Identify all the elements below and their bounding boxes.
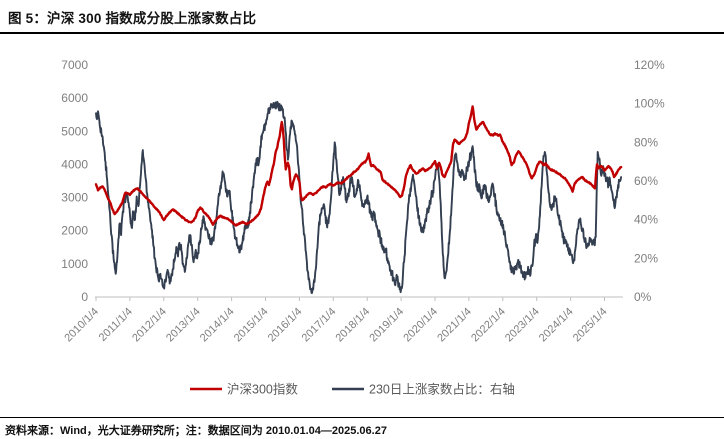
legend-label-ratio: 230日上涨家数占比：右轴 (369, 382, 515, 397)
x-axis-label: 2024/1/4 (537, 306, 576, 345)
chart-legend: 沪深300指数 230日上涨家数占比：右轴 (190, 382, 515, 397)
x-axis: 2010/1/42011/1/42012/1/42013/1/42014/1/4… (62, 296, 623, 345)
y-axis-left-label: 6000 (61, 91, 88, 105)
legend-label-csi300: 沪深300指数 (227, 382, 298, 397)
y-axis-left-label: 0 (81, 290, 88, 304)
footer-divider (0, 417, 724, 418)
y-axis-right-label: 120% (634, 58, 665, 72)
figure-title: 图 5：沪深 300 指数成分股上涨家数占比 (8, 11, 257, 26)
y-axis-right-label: 0% (634, 290, 652, 304)
y-axis-right-label: 40% (634, 213, 658, 227)
x-axis-label: 2022/1/4 (469, 306, 508, 345)
x-axis-label: 2020/1/4 (401, 306, 440, 345)
y-axis-left-label: 1000 (61, 257, 88, 271)
x-axis-label: 2015/1/4 (232, 306, 271, 345)
y-axis-left-label: 4000 (61, 157, 88, 171)
series-line-ratio (95, 100, 623, 295)
y-axis-left-label: 3000 (61, 191, 88, 205)
series-line-csi300 (94, 105, 623, 227)
y-axis-right-label: 60% (634, 174, 658, 188)
x-axis-label: 2014/1/4 (198, 306, 237, 345)
x-axis-label: 2017/1/4 (300, 306, 339, 345)
x-axis-label: 2012/1/4 (130, 306, 169, 345)
source-note: 资料来源：Wind，光大证券研究所；注：数据区间为 2010.01.04—202… (5, 425, 387, 437)
x-axis-label: 2013/1/4 (164, 306, 203, 345)
x-axis-label: 2010/1/4 (62, 306, 101, 345)
x-axis-label: 2016/1/4 (266, 306, 305, 345)
y-axis-left-label: 7000 (61, 58, 88, 72)
y-axis-left-label: 5000 (61, 124, 88, 138)
y-axis-right-label: 80% (634, 135, 658, 149)
y-axis-right: 0% 20% 40% 60% 80% 100% 120% (634, 58, 665, 304)
x-axis-label: 2019/1/4 (367, 306, 406, 345)
y-axis-left-label: 2000 (61, 224, 88, 238)
y-axis-right-label: 100% (634, 97, 665, 111)
x-axis-label: 2021/1/4 (435, 306, 474, 345)
x-axis-label: 2018/1/4 (334, 306, 373, 345)
title-divider (0, 32, 724, 34)
x-axis-label: 2025/1/4 (571, 306, 610, 345)
y-axis-right-label: 20% (634, 251, 658, 265)
x-axis-label: 2011/1/4 (97, 306, 135, 344)
series-layer (94, 100, 623, 295)
y-axis-left: 0 1000 2000 3000 4000 5000 6000 7000 (61, 58, 88, 304)
x-axis-label: 2023/1/4 (503, 306, 542, 345)
